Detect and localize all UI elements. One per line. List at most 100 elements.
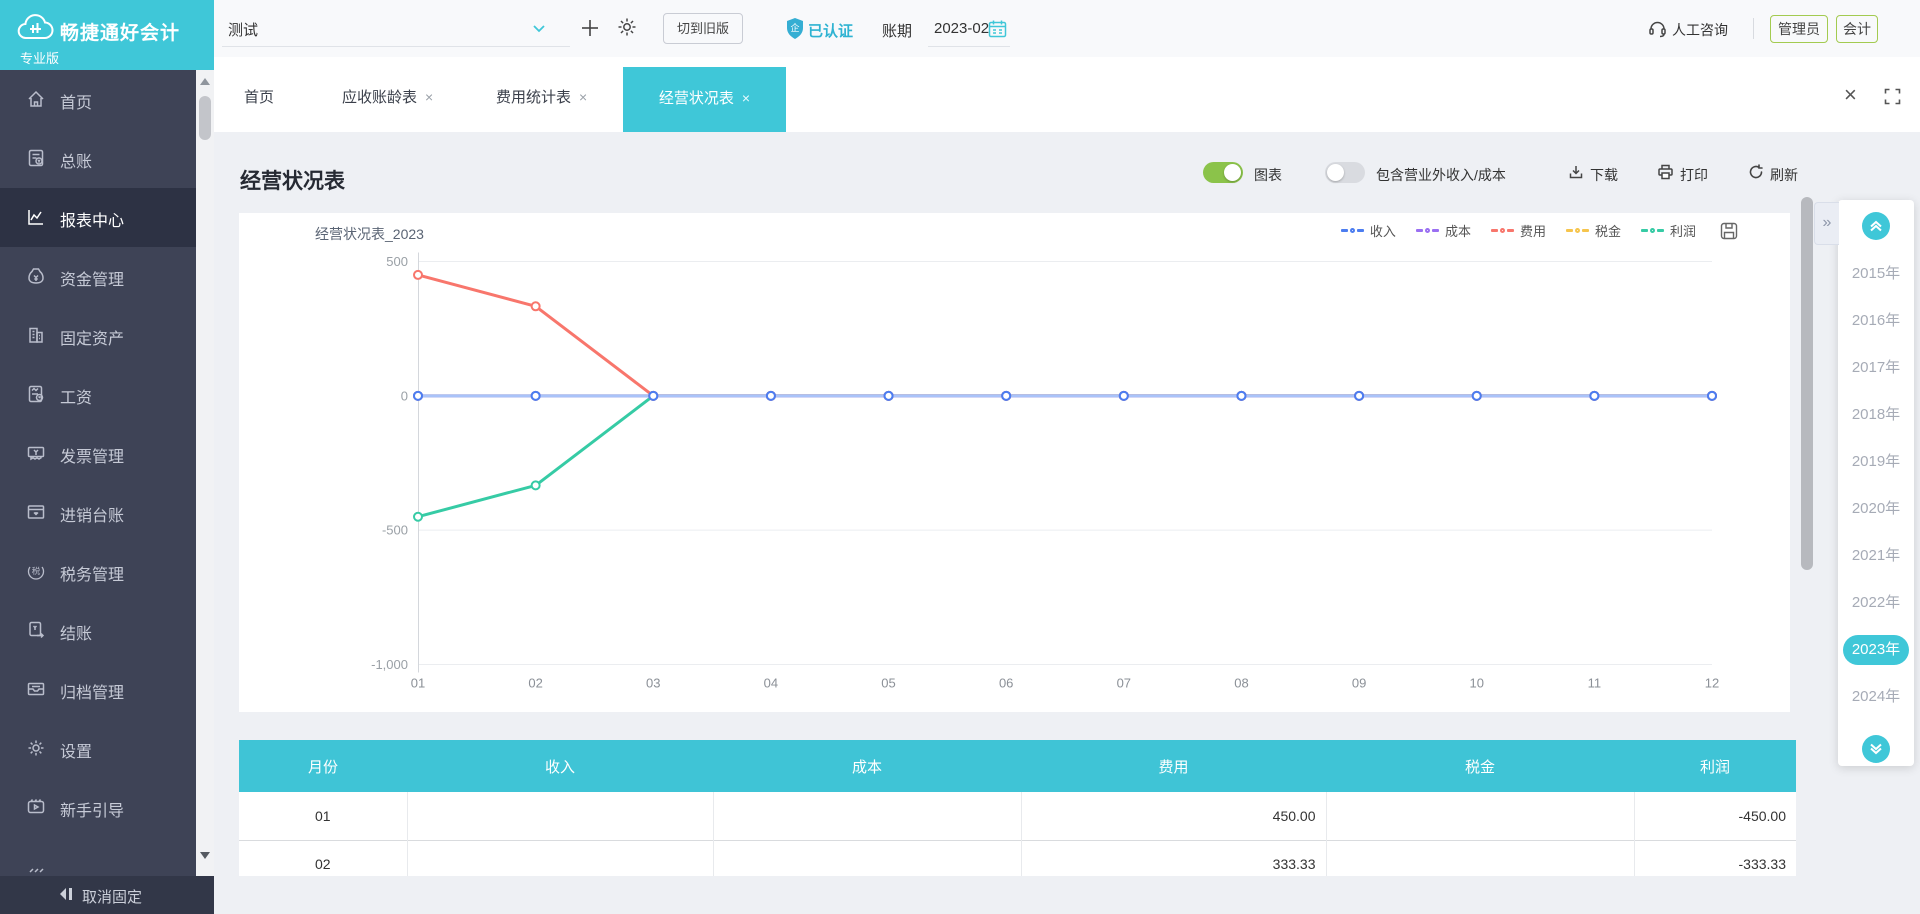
chart-toggle-label: 图表 (1254, 167, 1282, 183)
legend-item-cost[interactable]: 成本 (1415, 221, 1471, 240)
tab-home[interactable]: 首页 (244, 89, 275, 106)
chart-card: 500 0 -500 -1,000 01 02 03 04 05 06 07 08 09 10 11 12 经… (239, 213, 1790, 712)
include-non-operating-label: 包含营业外收入/成本 (1376, 167, 1506, 183)
years-scroll-up-button[interactable] (1862, 212, 1890, 240)
switch-to-old-version-button[interactable]: 切到旧版 (663, 13, 743, 44)
purchase-sales-ledger-icon (27, 505, 45, 519)
report-center-icon (28, 210, 43, 225)
sidebar-scroll-thumb[interactable] (199, 96, 211, 140)
year-item-2021[interactable]: 2021年 (1851, 547, 1901, 564)
calendar-icon[interactable] (988, 19, 1007, 38)
legend-marker (1565, 228, 1589, 233)
years-scroll-down-button[interactable] (1862, 735, 1890, 763)
sidebar-item-report-center[interactable]: 报表中心 (0, 188, 196, 247)
sidebar-item-archive-management[interactable]: 归档管理 (0, 660, 196, 719)
sidebar-scrollbar[interactable] (196, 70, 214, 876)
sidebar-item-purchase-sales-ledger[interactable]: 进销台账 (0, 483, 196, 542)
year-item-2020[interactable]: 2020年 (1851, 500, 1901, 517)
fullscreen-icon[interactable] (1884, 88, 1901, 105)
sidebar-item-tax-management[interactable]: 税 税务管理 (0, 542, 196, 601)
sidebar-item-beginner-guide[interactable]: 新手引导 (0, 778, 196, 837)
svg-text:税: 税 (32, 566, 41, 576)
archive-management-icon (27, 682, 45, 696)
period-underline (928, 46, 1010, 47)
sidebar-item-payroll[interactable]: 工资 (0, 365, 196, 424)
sidebar-item-invoice-management[interactable]: 发票管理 (0, 424, 196, 483)
top-header: 测试 切到旧版 企 已认证 账期 2023-02 人工咨询 管理员 会计 (214, 0, 1920, 57)
scroll-up-arrow[interactable] (200, 78, 210, 85)
svg-text:02: 02 (528, 676, 542, 691)
table-row[interactable]: 01 450.00 -450.00 (239, 792, 1796, 840)
svg-text:03: 03 (646, 676, 660, 691)
chart-title: 经营状况表_2023 (315, 226, 424, 242)
year-item-2019[interactable]: 2019年 (1851, 453, 1901, 470)
refresh-icon[interactable] (1748, 164, 1764, 180)
general-ledger-icon (28, 149, 44, 167)
tax-management-icon: 税 (27, 566, 45, 580)
table-row[interactable]: 02 333.33 -333.33 (239, 839, 1796, 876)
payroll-icon (28, 385, 44, 403)
sidebar-item-settings[interactable]: 设置 (0, 719, 196, 778)
legend-marker (1415, 228, 1439, 233)
year-item-2015[interactable]: 2015年 (1851, 265, 1901, 282)
chevron-down-icon[interactable] (532, 24, 546, 33)
year-item-2018[interactable]: 2018年 (1851, 406, 1901, 423)
year-item-2023[interactable]: 2023年 (1838, 626, 1914, 673)
year-item-2017[interactable]: 2017年 (1851, 359, 1901, 376)
chart-toggle[interactable] (1203, 162, 1243, 183)
download-button[interactable]: 下载 (1590, 167, 1618, 183)
legend-marker (1640, 228, 1664, 233)
year-item-2016[interactable]: 2016年 (1851, 312, 1901, 329)
role-badge-admin[interactable]: 管理员 (1770, 15, 1828, 43)
close-tabs-icon[interactable]: × (1844, 82, 1857, 107)
sidebar-item-home[interactable]: 首页 (0, 70, 196, 129)
legend-item-profit[interactable]: 利润 (1640, 221, 1696, 240)
tab-operating-status-active[interactable]: 经营状况表 × (623, 67, 786, 132)
sidebar-item-general-ledger[interactable]: 总账 (0, 129, 196, 188)
gear-icon[interactable] (616, 16, 638, 38)
save-image-icon[interactable] (1720, 222, 1738, 240)
legend-item-tax[interactable]: 税金 (1565, 221, 1621, 240)
role-badge-accountant[interactable]: 会计 (1836, 15, 1878, 43)
include-non-operating-toggle[interactable] (1325, 162, 1365, 183)
header-divider (1753, 18, 1754, 39)
tab-receivable-aging[interactable]: 应收账龄表 × (342, 89, 434, 106)
svg-text:06: 06 (999, 676, 1013, 691)
cloud-logo-icon (17, 14, 54, 40)
account-selector[interactable]: 测试 (228, 22, 259, 39)
sidebar-item-fixed-assets[interactable]: 固定资产 (0, 306, 196, 365)
sidebar-nav: 首页 总账 报表中心 资金管理 固定资产 工资 发票管理 进销台账 税 税务管理 (0, 70, 196, 876)
page-title: 经营状况表 (240, 170, 345, 193)
legend-item-expense[interactable]: 费用 (1490, 221, 1546, 240)
unpin-sidebar-button[interactable]: 取消固定 (0, 876, 214, 914)
sidebar-item-partial[interactable] (0, 837, 196, 876)
close-tab-icon[interactable]: × (425, 89, 434, 105)
svg-text:04: 04 (764, 676, 778, 691)
close-tab-icon[interactable]: × (579, 89, 588, 105)
add-account-icon[interactable] (578, 16, 602, 40)
close-tab-icon[interactable]: × (741, 90, 751, 106)
download-icon[interactable] (1568, 164, 1584, 180)
legend-item-income[interactable]: 收入 (1340, 221, 1396, 240)
collapse-year-panel-button[interactable]: » (1814, 202, 1839, 245)
scroll-down-arrow[interactable] (200, 852, 210, 859)
refresh-button[interactable]: 刷新 (1770, 167, 1798, 183)
closing-icon (29, 621, 45, 639)
certified-label[interactable]: 已认证 (808, 23, 854, 40)
sidebar-item-closing[interactable]: 结账 (0, 601, 196, 660)
operating-status-table: 月份 收入 成本 费用 税金 利润 01 450.00 -450.00 02 333.… (239, 740, 1796, 876)
fixed-assets-icon (29, 327, 43, 343)
home-icon (28, 90, 44, 107)
period-value[interactable]: 2023-02 (934, 20, 990, 37)
sidebar-item-funds-management[interactable]: 资金管理 (0, 247, 196, 306)
account-underline (222, 46, 570, 47)
year-item-2024[interactable]: 2024年 (1851, 688, 1901, 705)
print-button[interactable]: 打印 (1680, 167, 1708, 183)
main-scrollbar-thumb[interactable] (1801, 197, 1813, 570)
support-link[interactable]: 人工咨询 (1672, 22, 1728, 38)
print-icon[interactable] (1657, 164, 1674, 180)
year-item-2022[interactable]: 2022年 (1851, 594, 1901, 611)
legend-marker (1490, 228, 1514, 233)
tab-expense-statistics[interactable]: 费用统计表 × (496, 89, 588, 106)
